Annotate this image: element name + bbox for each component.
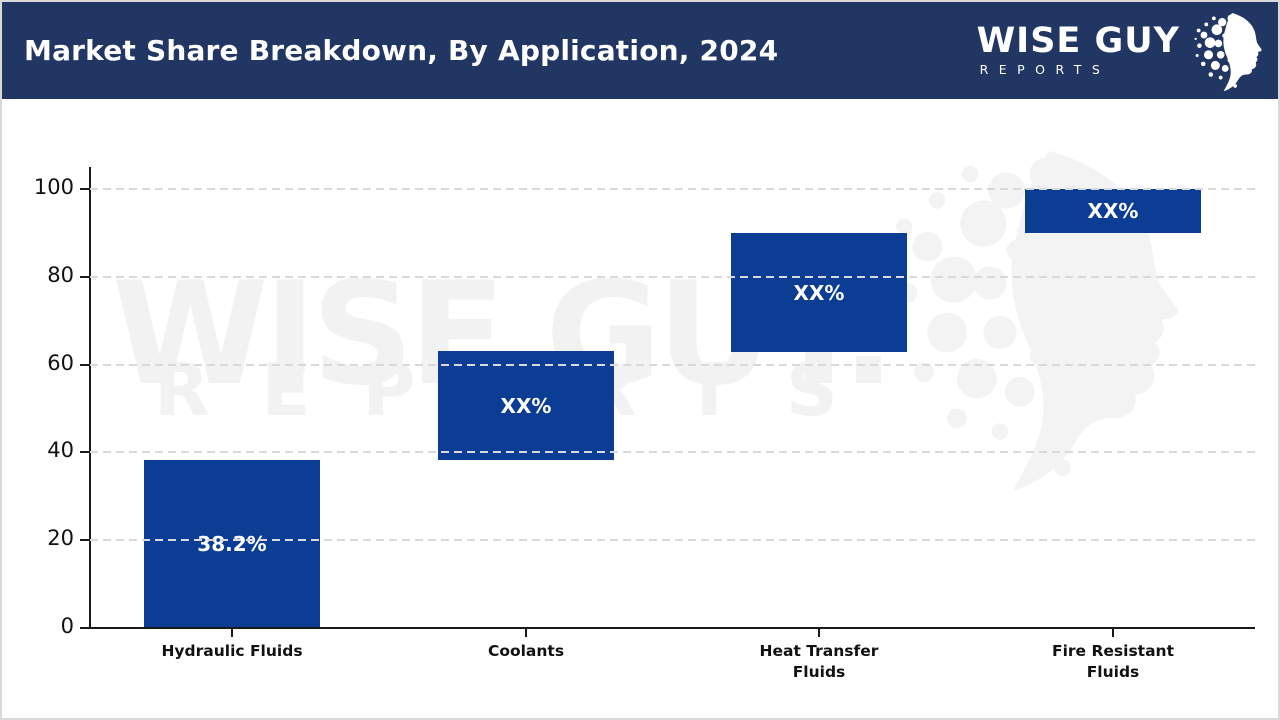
wiseguy-logo: WISE GUY REPORTS (977, 10, 1268, 92)
gridline (90, 275, 1255, 278)
bar-value-label: 38.2% (197, 532, 267, 556)
y-axis-spine (89, 167, 91, 628)
bar-value-label: XX% (500, 393, 552, 418)
x-tick-label: Fire Resistant Fluids (1003, 641, 1223, 683)
y-tick-mark (80, 451, 90, 454)
y-tick-mark (80, 275, 90, 278)
y-tick-label: 80 (47, 262, 74, 287)
x-tick-label-line: Heat Transfer (759, 642, 879, 660)
x-axis-spine (89, 627, 1255, 629)
y-tick-label: 0 (60, 614, 74, 638)
bar-value-label: XX% (793, 280, 845, 305)
gridline (90, 188, 1255, 190)
bar-coolants: XX% (438, 351, 614, 460)
y-tick-label: 60 (47, 350, 74, 375)
bar-value-label: XX% (1087, 199, 1139, 223)
page-title: Market Share Breakdown, By Application, … (24, 34, 779, 67)
bar-heat-transfer-fluids: XX% (731, 233, 907, 352)
logo-wordmark: WISE GUY (976, 21, 1180, 62)
x-tick-mark (818, 628, 820, 637)
y-tick-label: 40 (47, 438, 74, 463)
bar-hydraulic-fluids: 38.2% (144, 460, 320, 628)
gridline (90, 539, 1255, 542)
gridline (90, 363, 1255, 366)
x-tick-label: Heat Transfer Fluids (709, 641, 929, 683)
x-tick-label: Coolants (416, 641, 636, 662)
header-bar: Market Share Breakdown, By Application, … (2, 2, 1278, 99)
y-tick-mark (80, 539, 90, 542)
y-tick-mark (80, 188, 90, 190)
x-tick-label: Hydraulic Fluids (122, 641, 342, 662)
y-tick-mark (80, 363, 90, 366)
x-tick-mark (525, 628, 527, 637)
x-tick-label-line: Fluids (792, 663, 846, 681)
x-tick-label-line: Hydraulic Fluids (161, 642, 303, 660)
y-tick-label: 100 (33, 175, 74, 199)
y-tick-label: 20 (47, 526, 74, 551)
wiseguy-head-logo-icon (1194, 12, 1262, 91)
gridline (90, 451, 1255, 454)
x-tick-label-line: Fire Resistant (1052, 642, 1174, 660)
x-tick-label-line: Fluids (1086, 663, 1140, 681)
logo-subtext: REPORTS (979, 62, 1111, 78)
bar-fire-resistant-fluids: XX% (1025, 189, 1201, 233)
x-tick-mark (231, 628, 233, 637)
x-tick-mark (1112, 628, 1114, 637)
x-tick-label-line: Coolants (487, 642, 565, 660)
wiseguy-logo-text: WISE GUY REPORTS (977, 24, 1180, 77)
y-tick-mark (80, 627, 90, 629)
